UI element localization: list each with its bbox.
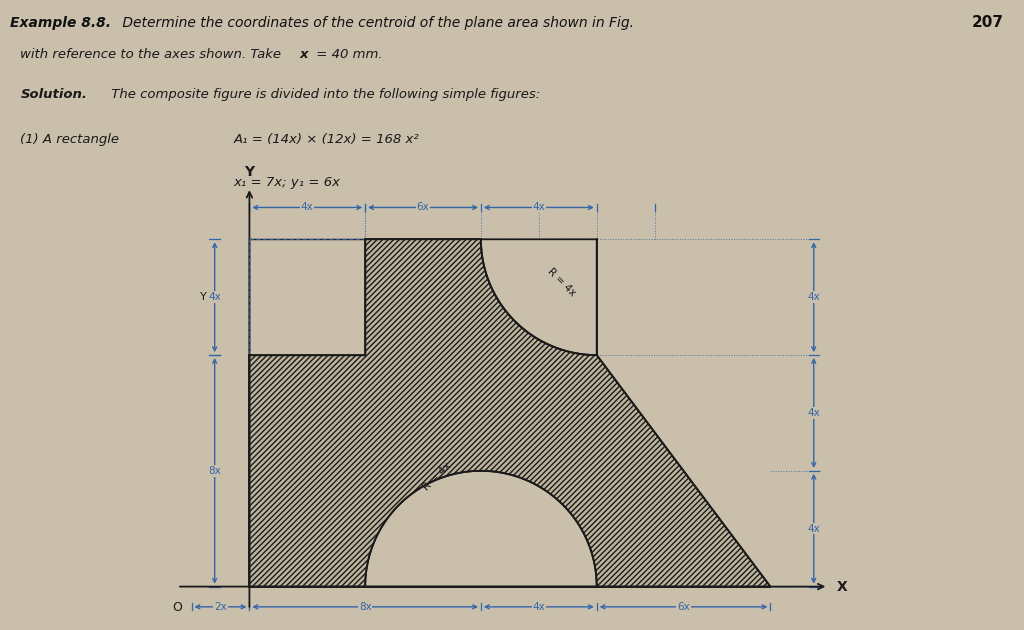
Text: 4x: 4x (532, 202, 545, 212)
Text: = 40 mm.: = 40 mm. (312, 48, 383, 60)
Polygon shape (250, 239, 366, 355)
Text: Determine the coordinates of the centroid of the plane area shown in Fig.: Determine the coordinates of the centroi… (118, 16, 634, 30)
Text: (1) A rectangle: (1) A rectangle (20, 133, 120, 146)
Polygon shape (250, 239, 770, 587)
Text: Y: Y (200, 292, 207, 302)
Text: Y: Y (245, 164, 255, 178)
Text: 2x: 2x (214, 602, 227, 612)
Text: 6x: 6x (677, 602, 690, 612)
Text: 207: 207 (972, 15, 1004, 30)
Text: 6x: 6x (417, 202, 429, 212)
Text: 4x: 4x (208, 292, 221, 302)
Polygon shape (366, 471, 597, 587)
Text: x: x (299, 48, 307, 60)
Text: 8x: 8x (358, 602, 372, 612)
Text: The composite figure is divided into the following simple figures:: The composite figure is divided into the… (106, 88, 540, 101)
Text: X: X (837, 580, 848, 593)
Text: x₁ = 7x; y₁ = 6x: x₁ = 7x; y₁ = 6x (233, 176, 340, 190)
Text: 4x: 4x (807, 408, 820, 418)
Text: with reference to the axes shown. Take: with reference to the axes shown. Take (20, 48, 286, 60)
Text: 8x: 8x (208, 466, 221, 476)
Text: 4x: 4x (807, 524, 820, 534)
Text: 4x: 4x (301, 202, 313, 212)
Text: O: O (172, 601, 182, 614)
Text: 4x: 4x (807, 292, 820, 302)
Text: A₁ = (14x) × (12x) = 168 x²: A₁ = (14x) × (12x) = 168 x² (233, 133, 419, 146)
Text: Example 8.8.: Example 8.8. (10, 16, 112, 30)
Polygon shape (481, 239, 597, 355)
Text: 4x: 4x (532, 602, 545, 612)
Text: R = 4x: R = 4x (422, 461, 454, 493)
Text: Solution.: Solution. (20, 88, 87, 101)
Text: R = 4x: R = 4x (546, 266, 578, 299)
